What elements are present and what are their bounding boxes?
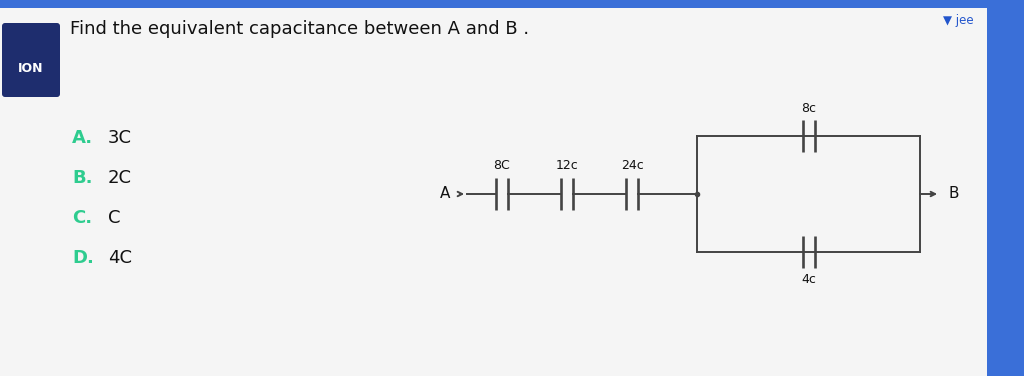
Text: ION: ION	[18, 62, 44, 75]
Text: 4C: 4C	[108, 249, 132, 267]
Text: 8c: 8c	[801, 102, 816, 115]
FancyBboxPatch shape	[2, 23, 60, 97]
Text: A: A	[439, 186, 450, 202]
Text: 8C: 8C	[494, 159, 510, 172]
Text: 2C: 2C	[108, 169, 132, 187]
Text: 3C: 3C	[108, 129, 132, 147]
Text: D.: D.	[72, 249, 94, 267]
Text: A.: A.	[72, 129, 93, 147]
Bar	[987, 0, 1024, 376]
Text: 4c: 4c	[801, 273, 816, 286]
Text: Find the equivalent capacitance between A and B .: Find the equivalent capacitance between …	[70, 20, 529, 38]
Text: C: C	[108, 209, 121, 227]
Text: 24c: 24c	[621, 159, 643, 172]
Bar	[0, 0, 1024, 8]
Text: C.: C.	[72, 209, 92, 227]
Text: B.: B.	[72, 169, 92, 187]
Text: ▼ jee: ▼ jee	[943, 14, 974, 27]
Text: 12c: 12c	[556, 159, 579, 172]
Text: B: B	[948, 186, 958, 202]
